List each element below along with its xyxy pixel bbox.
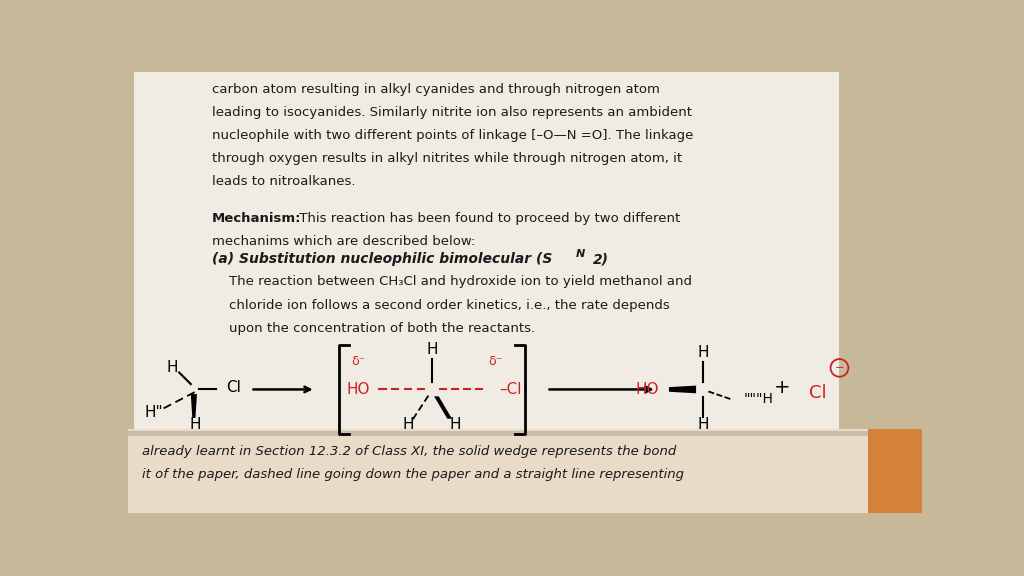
Text: H: H	[426, 342, 437, 357]
Text: Mechanism:: Mechanism:	[212, 213, 301, 225]
Text: nucleophile with two different points of linkage [–O—N =O]. The linkage: nucleophile with two different points of…	[212, 129, 693, 142]
Text: (a) Substitution nucleophilic bimolecular (S: (a) Substitution nucleophilic bimolecula…	[212, 252, 552, 266]
Text: δ⁻: δ⁻	[351, 355, 366, 368]
Text: carbon atom resulting in alkyl cyanides and through nitrogen atom: carbon atom resulting in alkyl cyanides …	[212, 83, 659, 96]
Text: –Cl: –Cl	[500, 382, 522, 397]
Bar	[128, 430, 872, 513]
Text: mechanims which are described below:: mechanims which are described below:	[212, 236, 475, 248]
Text: H: H	[697, 418, 709, 433]
Text: H: H	[450, 416, 461, 431]
Text: H: H	[402, 416, 415, 431]
Bar	[134, 72, 840, 435]
Polygon shape	[669, 385, 696, 393]
Text: 2): 2)	[593, 252, 609, 266]
Polygon shape	[190, 394, 197, 418]
Text: """H: """H	[743, 392, 773, 406]
Text: +: +	[774, 378, 791, 397]
Text: H": H"	[144, 405, 163, 420]
Bar	[128, 431, 868, 435]
Text: leads to nitroalkanes.: leads to nitroalkanes.	[212, 175, 355, 188]
Text: Cl: Cl	[226, 380, 242, 395]
Text: already learnt in Section 12.3.2 of Class XI, the solid wedge represents the bon: already learnt in Section 12.3.2 of Clas…	[142, 445, 676, 458]
Text: through oxygen results in alkyl nitrites while through nitrogen atom, it: through oxygen results in alkyl nitrites…	[212, 152, 682, 165]
Text: H: H	[189, 418, 201, 433]
Text: HO: HO	[346, 382, 370, 397]
Text: chloride ion follows a second order kinetics, i.e., the rate depends: chloride ion follows a second order kine…	[212, 298, 670, 312]
Polygon shape	[434, 396, 452, 419]
Text: it of the paper, dashed line going down the paper and a straight line representi: it of the paper, dashed line going down …	[142, 468, 684, 481]
Text: N: N	[575, 248, 585, 259]
Text: HO: HO	[636, 382, 659, 397]
Text: This reaction has been found to proceed by two different: This reaction has been found to proceed …	[295, 213, 681, 225]
Text: The reaction between CH₃Cl and hydroxide ion to yield methanol and: The reaction between CH₃Cl and hydroxide…	[212, 275, 691, 289]
Text: upon the concentration of both the reactants.: upon the concentration of both the react…	[212, 321, 535, 335]
Text: leading to isocyanides. Similarly nitrite ion also represents an ambident: leading to isocyanides. Similarly nitrit…	[212, 106, 691, 119]
Bar	[868, 430, 922, 513]
Text: −: −	[835, 363, 844, 373]
Text: δ⁻: δ⁻	[488, 355, 503, 368]
Text: H: H	[697, 345, 709, 360]
Text: H: H	[167, 361, 178, 376]
Text: Cl: Cl	[809, 384, 826, 401]
